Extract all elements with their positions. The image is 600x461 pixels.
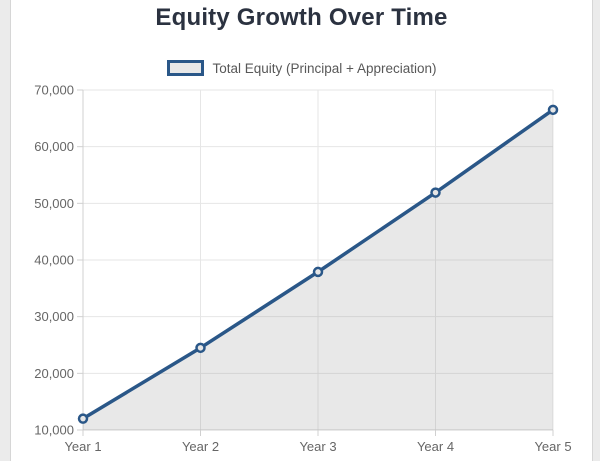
legend-swatch (166, 60, 204, 76)
y-tick-label: 70,000 (34, 83, 74, 98)
x-tick-label: Year 1 (64, 439, 101, 454)
y-tick-label: 40,000 (34, 253, 74, 268)
y-tick-label: 20,000 (34, 366, 74, 381)
x-tick-label: Year 2 (182, 439, 219, 454)
legend-label: Total Equity (Principal + Appreciation) (212, 60, 437, 76)
data-point-5[interactable] (547, 104, 559, 116)
y-tick-label: 10,000 (34, 423, 74, 438)
chart-title: Equity Growth Over Time (155, 4, 448, 31)
data-point-2[interactable] (195, 342, 206, 354)
data-point-4[interactable] (430, 187, 441, 198)
x-tick-label: Year 3 (299, 439, 336, 454)
chart-card: Equity Growth Over Time Total Equity (Pr… (10, 0, 593, 461)
y-tick-label: 30,000 (34, 309, 74, 324)
data-point-3[interactable] (312, 266, 324, 278)
y-tick-label: 50,000 (34, 196, 74, 211)
y-tick-label: 60,000 (34, 139, 74, 154)
x-tick-label: Year 5 (534, 439, 571, 454)
legend-item-total-equity[interactable]: Total Equity (Principal + Appreciation) (11, 60, 592, 76)
data-point-1[interactable] (77, 413, 89, 424)
x-tick-label: Year 4 (417, 439, 454, 454)
